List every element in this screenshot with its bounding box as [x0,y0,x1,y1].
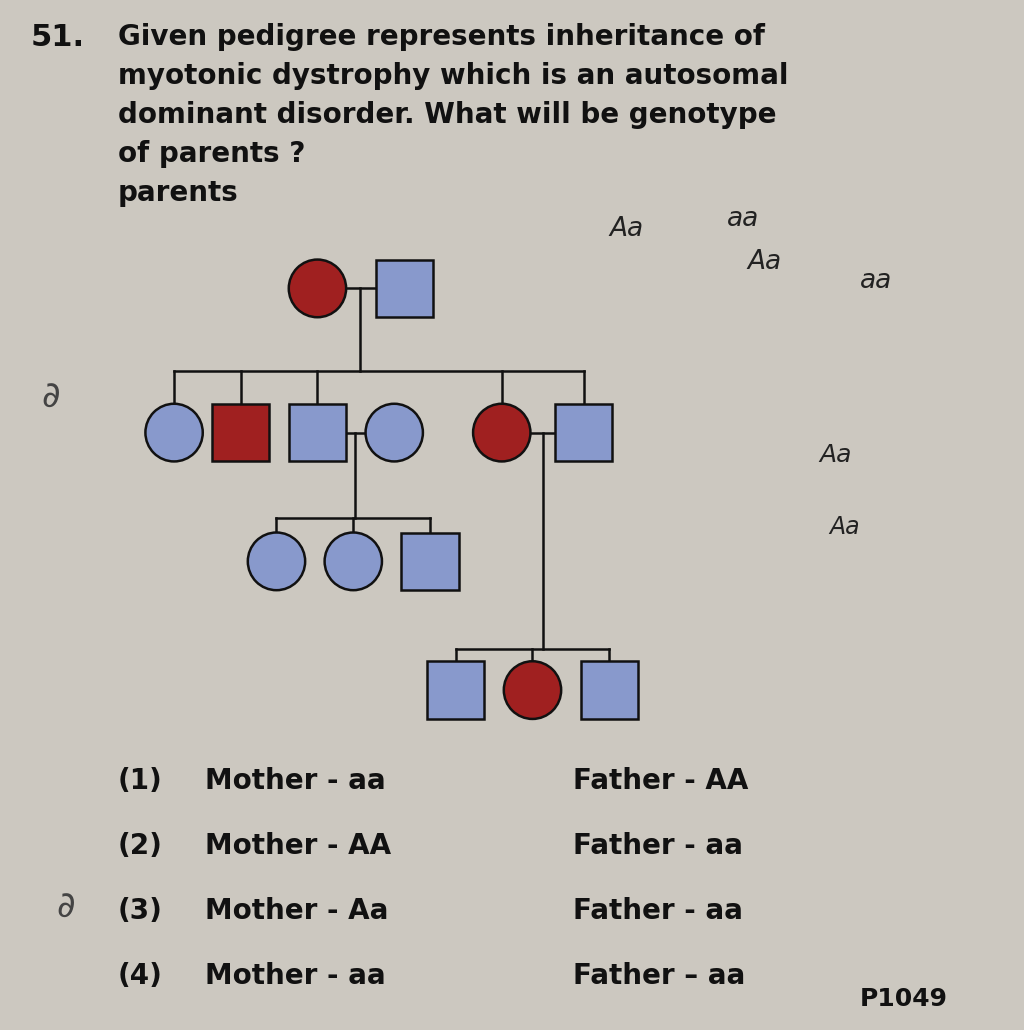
Text: Aa: Aa [609,216,643,242]
Text: aa: aa [727,206,759,232]
FancyBboxPatch shape [376,260,433,317]
FancyBboxPatch shape [555,404,612,461]
Text: dominant disorder. What will be genotype: dominant disorder. What will be genotype [118,101,776,129]
FancyBboxPatch shape [289,404,346,461]
Circle shape [473,404,530,461]
Text: Given pedigree represents inheritance of: Given pedigree represents inheritance of [118,23,765,50]
Text: parents: parents [118,179,239,207]
Circle shape [325,533,382,590]
Text: (2): (2) [118,832,163,860]
Circle shape [366,404,423,461]
Text: ∂: ∂ [41,381,59,415]
Circle shape [504,661,561,719]
FancyBboxPatch shape [401,533,459,590]
Text: P1049: P1049 [860,988,948,1011]
Text: ∂: ∂ [56,891,75,925]
Text: (3): (3) [118,897,163,925]
Circle shape [289,260,346,317]
Text: Father - aa: Father - aa [573,832,743,860]
Text: Mother - aa: Mother - aa [205,767,385,795]
Text: 51.: 51. [31,23,85,52]
Text: Father - AA: Father - AA [573,767,749,795]
Text: myotonic dystrophy which is an autosomal: myotonic dystrophy which is an autosomal [118,62,788,90]
FancyBboxPatch shape [427,661,484,719]
Text: aa: aa [860,268,892,294]
FancyBboxPatch shape [581,661,638,719]
Text: Aa: Aa [829,515,860,539]
FancyBboxPatch shape [212,404,269,461]
Text: Father - aa: Father - aa [573,897,743,925]
Text: of parents ?: of parents ? [118,140,305,168]
Text: (1): (1) [118,767,163,795]
Circle shape [248,533,305,590]
Text: Mother - AA: Mother - AA [205,832,391,860]
Text: (4): (4) [118,962,163,990]
Text: Mother - Aa: Mother - Aa [205,897,388,925]
Circle shape [145,404,203,461]
Text: Mother - aa: Mother - aa [205,962,385,990]
Text: Aa: Aa [748,249,781,275]
Text: Aa: Aa [819,443,852,467]
Text: Father – aa: Father – aa [573,962,745,990]
